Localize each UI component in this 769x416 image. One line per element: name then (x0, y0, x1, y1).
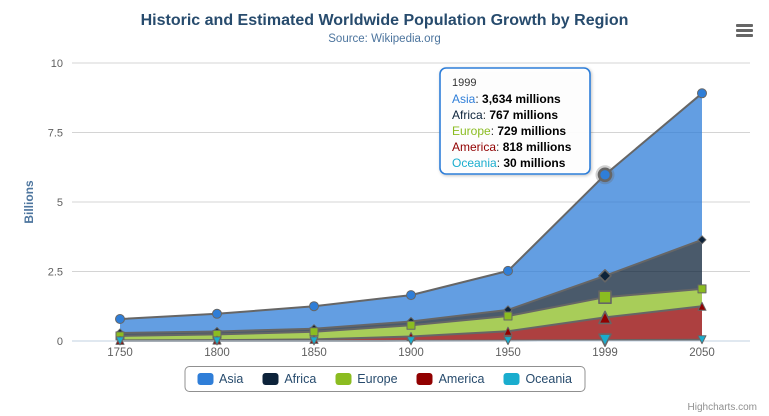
area-series-america[interactable] (120, 306, 702, 341)
marker-europe-2050[interactable] (697, 284, 707, 294)
marker-america-1999[interactable] (598, 310, 612, 325)
tooltip-header: 1999 (452, 77, 476, 89)
x-axis-label: 1800 (204, 347, 230, 359)
y-axis-label: 2.5 (48, 267, 63, 279)
x-axis-label: 1750 (107, 347, 133, 359)
legend-item-asia[interactable]: Asia (197, 372, 243, 386)
tooltip-row-asia: Asia: 3,634 millions (452, 92, 561, 106)
marker-oceania-1950[interactable] (503, 336, 513, 346)
legend-label: America (438, 372, 485, 386)
legend-swatch-america (416, 373, 433, 385)
legend-label: Europe (357, 372, 398, 386)
marker-oceania-1850[interactable] (309, 336, 319, 346)
marker-oceania-2050[interactable] (697, 335, 707, 345)
tooltip-box (439, 67, 591, 175)
y-axis-label: 5 (57, 197, 63, 209)
marker-oceania-1999[interactable] (598, 333, 612, 347)
legend-swatch-africa (262, 373, 279, 385)
legend: Asia Africa Europe America Oceania (184, 366, 585, 392)
hamburger-menu-icon (735, 33, 753, 37)
area-series-africa[interactable] (120, 239, 702, 336)
legend-swatch-europe (335, 373, 352, 385)
marker-europe-1999[interactable] (598, 290, 612, 304)
tooltip-row-america: America: 818 millions (452, 140, 572, 154)
marker-asia-1950[interactable] (503, 265, 513, 276)
x-axis-label: 2050 (689, 347, 715, 359)
tooltip-row-oceania: Oceania: 30 millions (452, 156, 566, 170)
hamburger-menu-icon (735, 28, 753, 32)
x-axis-label: 1999 (592, 347, 618, 359)
marker-asia-1850[interactable] (309, 301, 319, 312)
hamburger-menu-icon (735, 23, 753, 27)
legend-item-oceania[interactable]: Oceania (503, 372, 572, 386)
marker-europe-1950[interactable] (503, 311, 513, 321)
marker-africa-2050[interactable] (697, 235, 707, 245)
highcharts-credit-link[interactable]: Highcharts.com (687, 402, 757, 413)
chart-title: Historic and Estimated Worldwide Populat… (140, 12, 629, 29)
legend-swatch-oceania (503, 373, 520, 385)
y-axis-label: 10 (51, 58, 63, 70)
x-axis-label: 1950 (495, 347, 521, 359)
tooltip-row-europe: Europe: 729 millions (452, 124, 566, 138)
legend-item-africa[interactable]: Africa (262, 372, 316, 386)
legend-item-europe[interactable]: Europe (335, 372, 398, 386)
y-axis-label: 7.5 (48, 128, 63, 140)
legend-swatch-asia (197, 373, 213, 385)
marker-asia-1750[interactable] (115, 314, 125, 324)
y-axis-label: 0 (57, 336, 63, 348)
context-menu-button[interactable] (732, 19, 756, 41)
marker-europe-1900[interactable] (406, 320, 416, 330)
legend-label: Asia (219, 372, 244, 386)
marker-oceania-1750[interactable] (115, 336, 125, 346)
marker-asia-2050[interactable] (697, 88, 707, 99)
marker-europe-1850[interactable] (309, 327, 319, 337)
marker-america-2050[interactable] (697, 301, 707, 311)
marker-africa-1999[interactable] (598, 269, 612, 283)
marker-asia-1999[interactable] (597, 167, 613, 183)
marker-asia-1900[interactable] (406, 290, 416, 301)
marker-asia-1800[interactable] (212, 308, 222, 319)
marker-oceania-1800[interactable] (212, 336, 222, 346)
marker-oceania-1900[interactable] (406, 336, 416, 346)
legend-item-america[interactable]: America (416, 372, 485, 386)
marker-america-1950[interactable] (503, 326, 513, 336)
tooltip-row-africa: Africa: 767 millions (452, 108, 558, 122)
x-axis-label: 1850 (301, 347, 327, 359)
chart-subtitle: Source: Wikipedia.org (328, 33, 441, 45)
y-axis-title: Billions (22, 180, 36, 224)
legend-label: Oceania (525, 372, 572, 386)
x-axis-label: 1900 (398, 347, 424, 359)
legend-label: Africa (284, 372, 317, 386)
area-series-asia[interactable] (120, 93, 702, 333)
